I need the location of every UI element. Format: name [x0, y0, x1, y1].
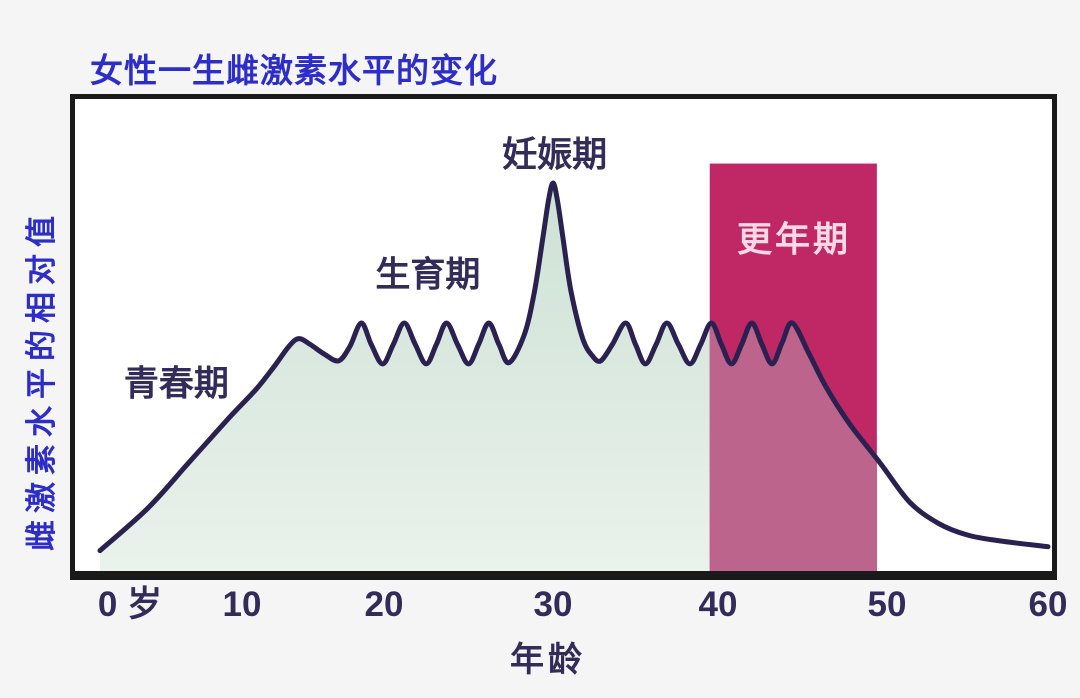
annotation-puberty: 青春期	[123, 364, 229, 404]
x-tick-20: 20	[364, 585, 404, 624]
annotation-menopause: 更年期	[737, 220, 852, 260]
area-fill	[100, 183, 877, 572]
y-axis-label: 雌激素水平的相对值	[24, 209, 59, 551]
x-tick-0: 0 岁	[97, 585, 163, 624]
chart-title: 女性一生雌激素水平的变化	[90, 52, 498, 89]
x-axis-label: 年龄	[510, 641, 586, 680]
x-tick-30: 30	[533, 585, 573, 624]
x-tick-50: 50	[867, 585, 907, 624]
x-tick-60: 60	[1028, 585, 1068, 624]
band-area-overlap	[709, 322, 877, 572]
x-tick-40: 40	[698, 585, 738, 624]
annotation-pregnancy: 妊娠期	[502, 135, 608, 175]
annotation-reproductive: 生育期	[375, 255, 481, 295]
estrogen-curve	[97, 180, 1051, 554]
x-tick-10: 10	[222, 585, 262, 624]
